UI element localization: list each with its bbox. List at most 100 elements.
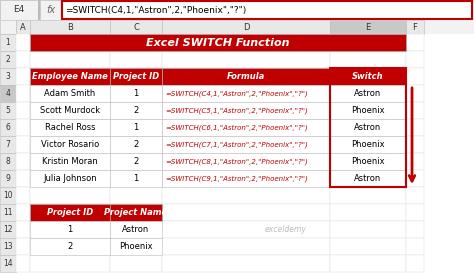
Text: =SWITCH(C6,1,"Astron",2,"Phoenix","?"): =SWITCH(C6,1,"Astron",2,"Phoenix","?") [165,124,308,131]
Bar [110,34,162,51]
Text: Astron: Astron [355,89,382,98]
Bar [406,85,424,102]
Bar [38,0,40,20]
Bar [0,20,16,34]
Bar [162,136,330,153]
Bar [16,102,30,119]
Bar [162,119,330,136]
Bar [330,68,406,85]
Bar [330,221,406,238]
Text: Astron: Astron [355,123,382,132]
Bar [30,204,110,221]
Bar [0,187,16,204]
Bar [16,153,30,170]
Bar [16,238,30,255]
Bar [406,68,424,85]
Text: 2: 2 [133,106,138,115]
Bar [30,20,110,34]
Bar [330,238,406,255]
Text: 2: 2 [67,242,73,251]
Text: Project ID: Project ID [47,208,93,217]
Text: Switch: Switch [352,72,384,81]
Bar [406,187,424,204]
Bar [110,221,162,238]
Bar [30,187,110,204]
Bar [30,136,110,153]
Bar [30,136,110,153]
Bar [30,51,110,68]
Text: Phoenix: Phoenix [351,140,385,149]
Bar [406,170,424,187]
Bar [330,170,406,187]
Text: 10: 10 [3,191,13,200]
Bar [162,153,330,170]
Text: Victor Rosario: Victor Rosario [41,140,99,149]
Bar [110,187,162,204]
Bar [16,170,30,187]
Text: 8: 8 [6,157,10,166]
Bar [0,204,16,221]
Bar [330,51,406,68]
Bar [0,51,16,68]
Text: Astron: Astron [122,225,150,234]
Text: fx: fx [46,5,55,15]
Bar [330,34,406,51]
Bar [162,102,330,119]
Text: =SWITCH(C5,1,"Astron",2,"Phoenix","?"): =SWITCH(C5,1,"Astron",2,"Phoenix","?") [165,107,308,114]
Bar [406,153,424,170]
Bar [110,102,162,119]
Text: F: F [412,23,418,32]
Text: 5: 5 [6,106,10,115]
Bar [406,20,424,34]
Bar [162,102,330,119]
Bar [406,204,424,221]
Bar [330,85,406,102]
Bar [110,119,162,136]
Bar [0,102,16,119]
Bar [162,20,330,34]
Bar [330,187,406,204]
Bar [162,170,330,187]
Bar [16,51,30,68]
Bar [30,68,110,85]
Bar [30,102,110,119]
Bar [0,68,16,85]
Bar [110,68,162,85]
Bar [30,238,110,255]
Text: Adam Smith: Adam Smith [45,89,96,98]
Bar [330,136,406,153]
Text: Phoenix: Phoenix [351,157,385,166]
Bar [330,170,406,187]
Text: Astron: Astron [355,174,382,183]
Bar [30,85,110,102]
Text: Kristin Moran: Kristin Moran [42,157,98,166]
Bar [330,153,406,170]
Bar [16,187,30,204]
Bar [16,255,30,272]
Text: E: E [365,23,371,32]
Text: 1: 1 [6,38,10,47]
Bar [330,20,406,34]
Bar [406,136,424,153]
Bar [406,238,424,255]
Text: Formula: Formula [227,72,265,81]
Bar [16,221,30,238]
Bar [62,1,472,19]
Bar [162,68,330,85]
Text: 12: 12 [3,225,13,234]
Bar [162,238,330,255]
Text: E4: E4 [13,6,25,15]
Bar [16,68,30,85]
Bar [330,68,406,187]
Text: D: D [243,23,249,32]
Text: 2: 2 [6,55,10,64]
Text: Rachel Ross: Rachel Ross [45,123,95,132]
Text: 2: 2 [133,140,138,149]
Bar [110,102,162,119]
Text: Employee Name: Employee Name [32,72,108,81]
Bar [0,34,16,51]
Bar [162,221,330,238]
Bar [110,238,162,255]
Bar [30,153,110,170]
Bar [110,68,162,85]
